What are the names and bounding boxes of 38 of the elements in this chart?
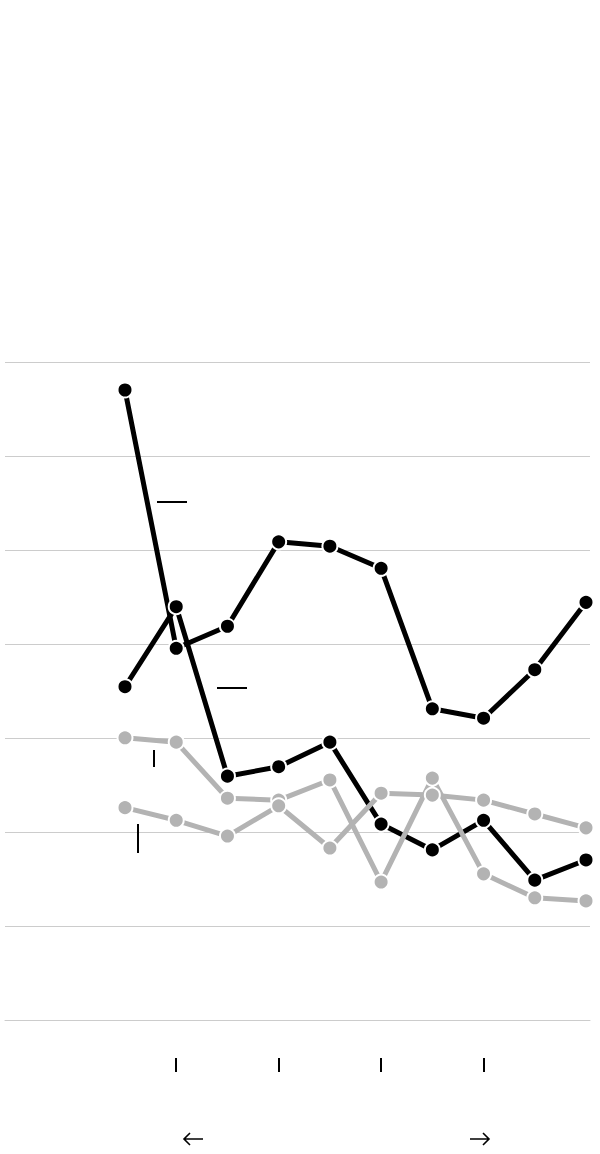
point — [577, 819, 595, 837]
point — [475, 791, 493, 809]
point — [475, 811, 493, 829]
point — [577, 593, 595, 611]
point — [372, 873, 390, 891]
point — [423, 786, 441, 804]
point — [577, 892, 595, 910]
point — [475, 865, 493, 883]
point — [475, 709, 493, 727]
point — [423, 769, 441, 787]
point — [372, 784, 390, 802]
point — [167, 733, 185, 751]
point — [270, 533, 288, 551]
point — [116, 799, 134, 817]
point — [167, 639, 185, 657]
point — [372, 559, 390, 577]
point — [218, 789, 236, 807]
point — [321, 733, 339, 751]
point — [116, 729, 134, 747]
point — [423, 700, 441, 718]
point — [526, 661, 544, 679]
point — [116, 678, 134, 696]
point — [372, 815, 390, 833]
point — [526, 805, 544, 823]
point — [116, 381, 134, 399]
point — [167, 811, 185, 829]
point — [218, 617, 236, 635]
point — [270, 797, 288, 815]
point — [321, 771, 339, 789]
point — [321, 537, 339, 555]
point — [526, 871, 544, 889]
point — [526, 889, 544, 907]
point — [218, 827, 236, 845]
point — [577, 851, 595, 869]
point — [423, 841, 441, 859]
point — [321, 839, 339, 857]
point — [270, 758, 288, 776]
point — [167, 598, 185, 616]
